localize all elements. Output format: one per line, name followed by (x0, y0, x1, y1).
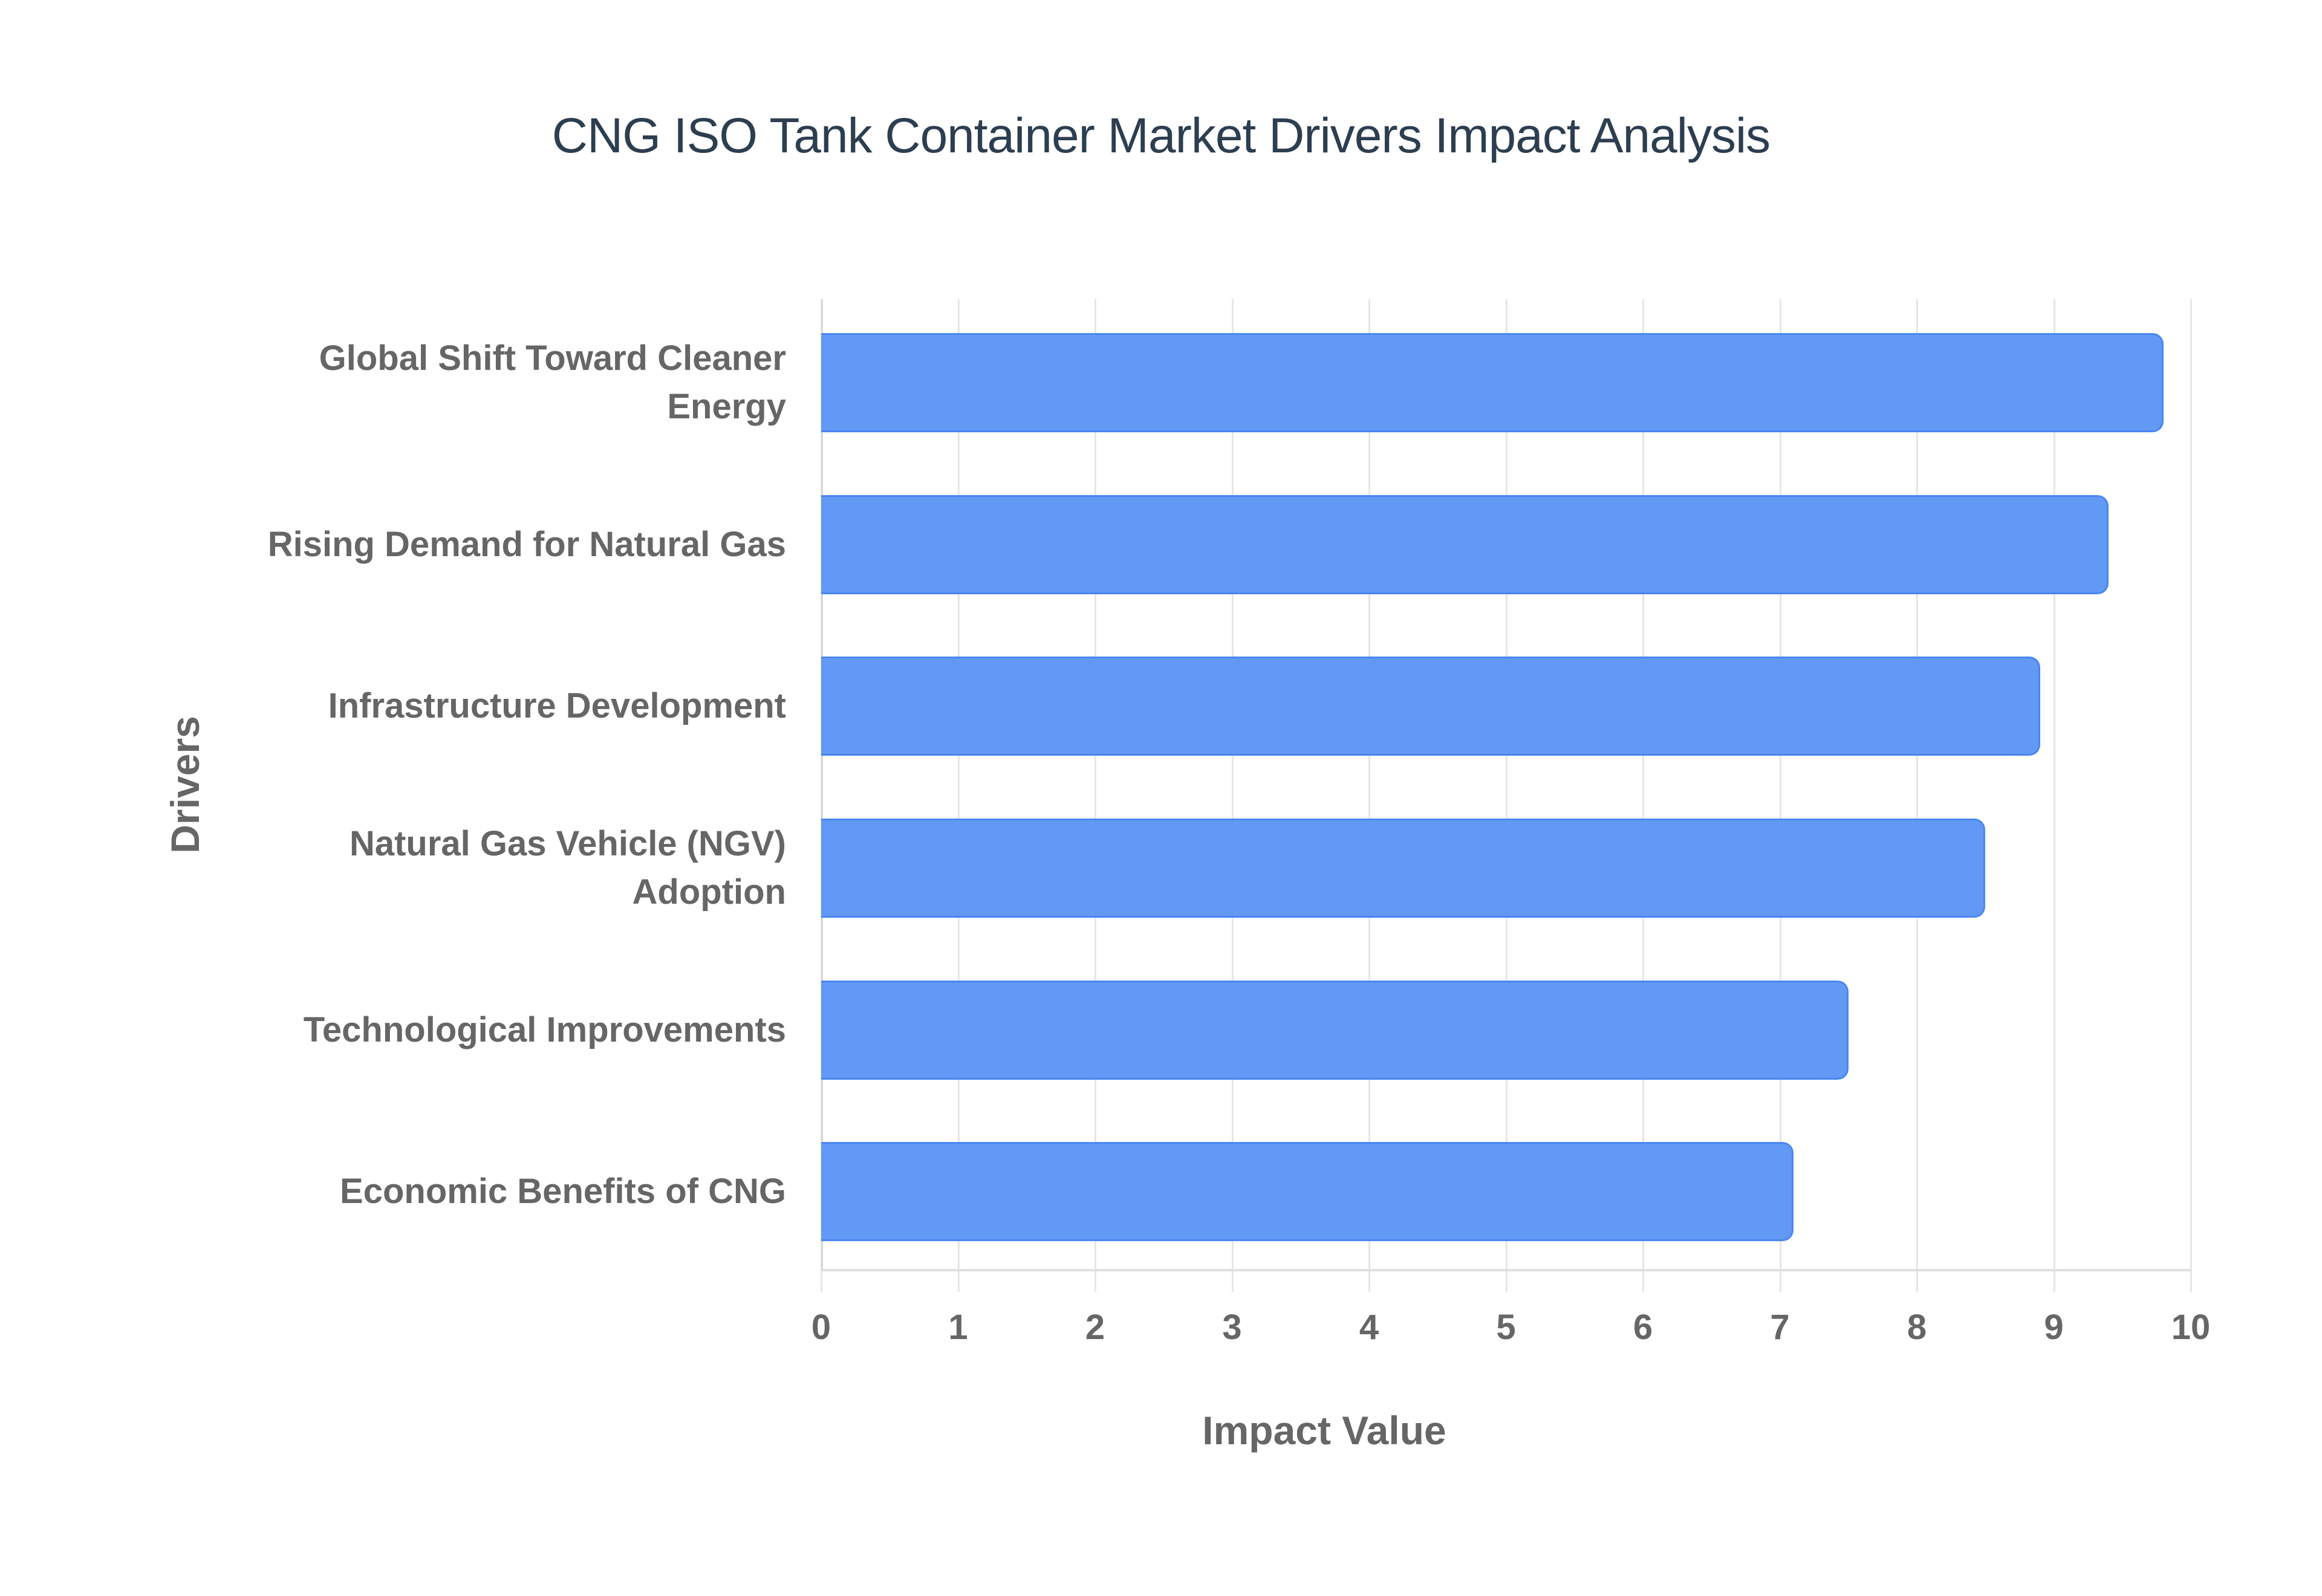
tick-mark (1779, 1270, 1781, 1292)
tick-mark (1642, 1270, 1644, 1292)
x-tick-label: 2 (1085, 1308, 1105, 1347)
x-tick-label: 10 (2171, 1308, 2211, 1347)
gridline (1368, 299, 1370, 1270)
tick-mark (821, 1270, 822, 1292)
x-tick-label: 1 (948, 1308, 968, 1347)
bar[interactable] (821, 980, 1849, 1080)
gridline (2190, 299, 2192, 1270)
x-tick-label: 7 (1770, 1308, 1790, 1347)
y-category-label: Economic Benefits of CNG (340, 1172, 786, 1212)
gridline (2053, 299, 2055, 1270)
y-category-label: Technological Improvements (303, 1010, 786, 1049)
gridline (1779, 299, 1781, 1270)
bar[interactable] (821, 818, 1986, 918)
gridline (1642, 299, 1644, 1270)
y-axis-line (821, 299, 823, 1270)
bar[interactable] (821, 1142, 1794, 1242)
tick-mark (1231, 1270, 1234, 1292)
tick-mark (1368, 1270, 1370, 1292)
y-category-label: Infrastructure Development (328, 686, 786, 726)
tick-mark (1094, 1270, 1096, 1292)
x-tick-label: 5 (1496, 1308, 1516, 1347)
y-category-label: Global Shift Toward Cleaner Energy (319, 338, 786, 426)
gridline (957, 299, 960, 1270)
bar[interactable] (821, 657, 2040, 756)
tick-mark (2190, 1270, 2192, 1292)
y-category-label: Natural Gas Vehicle (NGV) Adoption (349, 823, 786, 912)
x-axis-line (821, 1269, 2191, 1271)
bar[interactable] (821, 495, 2109, 594)
x-tick-label: 3 (1222, 1308, 1242, 1347)
tick-mark (1505, 1270, 1507, 1292)
gridline (1231, 299, 1234, 1270)
x-tick-label: 0 (811, 1308, 831, 1347)
x-axis-title: Impact Value (1202, 1408, 1446, 1453)
x-tick-label: 6 (1633, 1308, 1653, 1347)
x-tick-label: 8 (1907, 1308, 1927, 1347)
gridline (1916, 299, 1918, 1270)
tick-mark (957, 1270, 960, 1292)
tick-mark (1916, 1270, 1918, 1292)
bar[interactable] (821, 332, 2164, 432)
plot-area (821, 299, 2192, 1292)
x-tick-label: 4 (1359, 1308, 1379, 1347)
gridline (1505, 299, 1507, 1270)
y-category-label: Rising Demand for Natural Gas (267, 524, 786, 564)
y-axis-title: Drivers (163, 716, 207, 854)
gridline (1094, 299, 1096, 1270)
x-tick-label: 9 (2044, 1308, 2064, 1347)
tick-mark (2053, 1270, 2055, 1292)
chart-title: CNG ISO Tank Container Market Drivers Im… (551, 108, 1771, 163)
